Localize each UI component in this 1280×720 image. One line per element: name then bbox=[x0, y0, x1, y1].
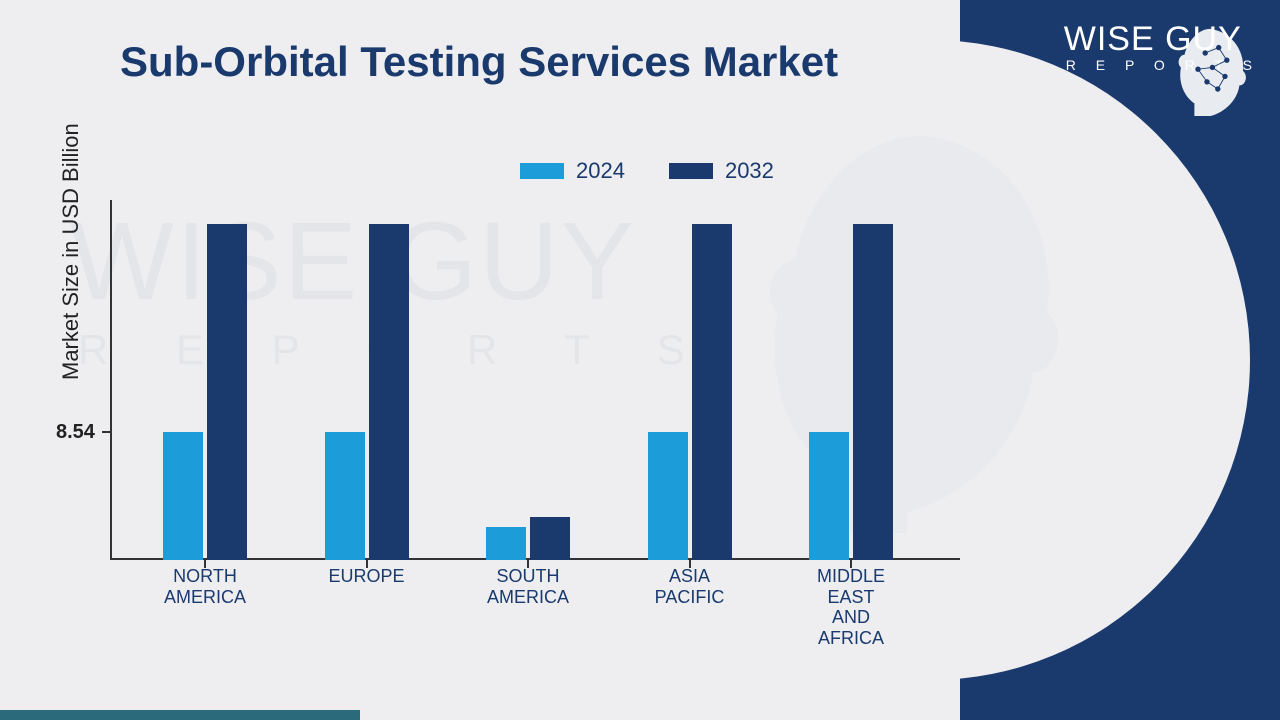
bar-group: ASIA PACIFIC bbox=[646, 224, 734, 560]
x-tick bbox=[689, 560, 691, 568]
x-axis-label: SOUTH AMERICA bbox=[468, 566, 588, 607]
legend-swatch bbox=[520, 163, 564, 179]
y-tick-label: 8.54 bbox=[56, 421, 142, 444]
x-tick bbox=[204, 560, 206, 568]
y-axis-label: Market Size in USD Billion bbox=[58, 123, 84, 380]
x-axis-label: MIDDLE EAST AND AFRICA bbox=[791, 566, 911, 649]
bar bbox=[486, 527, 526, 560]
bar bbox=[163, 432, 203, 560]
legend-label: 2032 bbox=[725, 158, 774, 184]
bar-group: NORTH AMERICA bbox=[161, 224, 249, 560]
bar bbox=[692, 224, 732, 560]
bar bbox=[853, 224, 893, 560]
x-axis-label: EUROPE bbox=[307, 566, 427, 587]
bar bbox=[809, 432, 849, 560]
x-tick bbox=[527, 560, 529, 568]
legend-item: 2032 bbox=[669, 158, 774, 184]
brand-block: WISE GUY R E P O R T S bbox=[1064, 20, 1260, 73]
legend-item: 2024 bbox=[520, 158, 625, 184]
legend-label: 2024 bbox=[576, 158, 625, 184]
bar-group: EUROPE bbox=[323, 224, 411, 560]
legend-swatch bbox=[669, 163, 713, 179]
brand-head-icon bbox=[1162, 26, 1252, 116]
x-tick bbox=[850, 560, 852, 568]
bar bbox=[207, 224, 247, 560]
bar-group: MIDDLE EAST AND AFRICA bbox=[807, 224, 895, 560]
bar bbox=[648, 432, 688, 560]
bottom-accent-bar bbox=[0, 710, 360, 720]
bars-container: NORTH AMERICA EUROPE SOUTH AMERICA ASIA PAC… bbox=[110, 200, 960, 560]
bar-group: SOUTH AMERICA bbox=[484, 517, 572, 561]
x-axis-label: ASIA PACIFIC bbox=[630, 566, 750, 607]
x-tick bbox=[366, 560, 368, 568]
chart-title: Sub-Orbital Testing Services Market bbox=[120, 38, 838, 86]
chart-area: NORTH AMERICA EUROPE SOUTH AMERICA ASIA PAC… bbox=[110, 200, 960, 560]
page-root: WISE GUY R E P O R T S WISE GUY R E P O … bbox=[0, 0, 1280, 720]
bar bbox=[369, 224, 409, 560]
legend: 2024 2032 bbox=[520, 158, 774, 184]
bar bbox=[530, 517, 570, 561]
x-axis-label: NORTH AMERICA bbox=[145, 566, 265, 607]
bar bbox=[325, 432, 365, 560]
